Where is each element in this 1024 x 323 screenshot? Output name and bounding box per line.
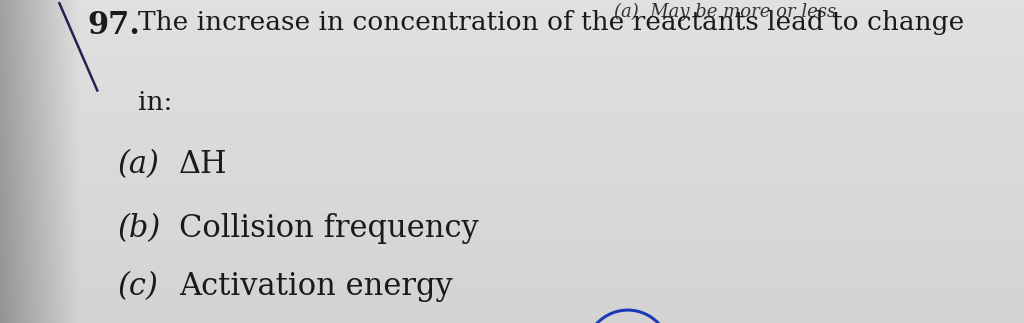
Text: (a): (a) xyxy=(118,149,160,180)
Text: ΔH: ΔH xyxy=(179,149,227,180)
Text: (b): (b) xyxy=(118,213,161,244)
Text: Collision frequency: Collision frequency xyxy=(179,213,479,244)
Text: 97.: 97. xyxy=(87,10,140,41)
Text: (a)  May be more or less: (a) May be more or less xyxy=(614,3,837,22)
Text: The increase in concentration of the reactants lead to change: The increase in concentration of the rea… xyxy=(138,10,965,35)
Text: in:: in: xyxy=(138,90,173,115)
Text: (c): (c) xyxy=(118,271,159,302)
Text: Activation energy: Activation energy xyxy=(179,271,453,302)
